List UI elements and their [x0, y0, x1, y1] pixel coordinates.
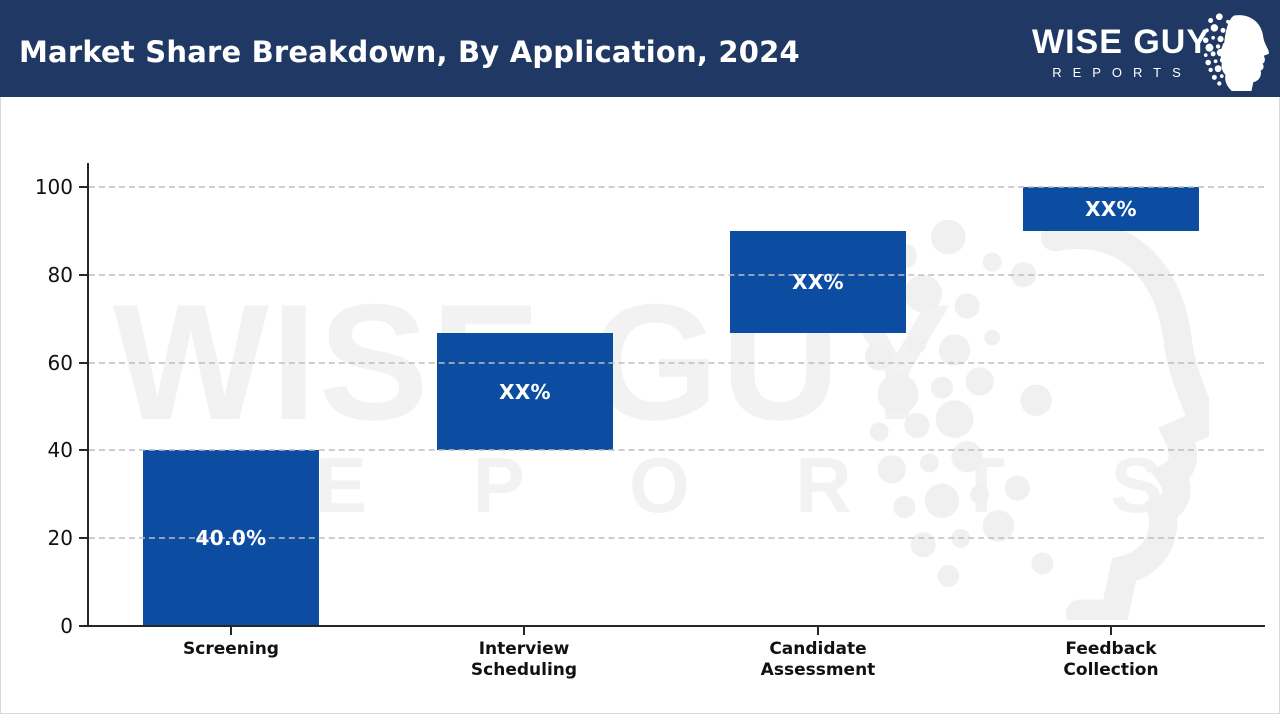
waterfall-chart: WISE GUY R E P O R T S: [1, 97, 1279, 713]
gridline-60: [89, 362, 1264, 364]
header-bar: Market Share Breakdown, By Application, …: [0, 0, 1280, 97]
y-tick-label: 40: [47, 438, 73, 462]
page-title: Market Share Breakdown, By Application, …: [19, 35, 800, 69]
x-category-label: Interview Scheduling: [470, 639, 578, 680]
x-tickmark-interview-scheduling: [523, 627, 525, 635]
wise-guy-logo: WISE GUY REPORTS: [1032, 6, 1272, 92]
bar-value-label-interview-scheduling: XX%: [499, 379, 551, 404]
gridline-40: [89, 449, 1264, 451]
y-tickmark-20: [79, 537, 88, 539]
y-tickmark-100: [79, 186, 88, 188]
x-tickmark-candidate-assessment: [817, 627, 819, 635]
bar-feedback-collection: [1023, 187, 1199, 231]
logo-text: WISE GUY REPORTS: [1032, 23, 1211, 80]
logo-subtitle: REPORTS: [1052, 65, 1192, 80]
y-tickmark-40: [79, 449, 88, 451]
x-tickmark-feedback-collection: [1110, 627, 1112, 635]
y-tick-label: 0: [60, 614, 73, 638]
y-tickmark-60: [79, 362, 88, 364]
y-tickmark-80: [79, 274, 88, 276]
bar-interview-scheduling: [437, 333, 613, 450]
y-tickmark-0: [79, 625, 88, 627]
y-tick-label: 80: [47, 263, 73, 287]
bar-candidate-assessment: [730, 231, 906, 333]
y-tick-label: 20: [47, 526, 73, 550]
x-category-label: Candidate Assessment: [760, 639, 876, 680]
bar-value-label-feedback-collection: XX%: [1085, 197, 1137, 221]
y-axis-line: [87, 163, 89, 627]
bar-value-label-candidate-assessment: XX%: [792, 270, 844, 294]
gridline-20: [89, 537, 1264, 539]
gridline-100: [89, 186, 1264, 188]
head-profile-dots-icon: [1202, 10, 1270, 98]
gridline-80: [89, 274, 1264, 276]
x-tickmark-screening: [230, 627, 232, 635]
x-category-label: Feedback Collection: [1063, 639, 1159, 680]
logo-wordmark: WISE GUY: [1032, 23, 1211, 61]
x-category-label: Screening: [183, 639, 279, 659]
chart-card: WISE GUY R E P O R T S: [0, 97, 1280, 714]
x-axis-line: [87, 625, 1265, 627]
bar-value-label-screening: 40.0%: [195, 526, 267, 550]
y-tick-label: 60: [47, 351, 73, 375]
y-tick-label: 100: [34, 175, 73, 199]
